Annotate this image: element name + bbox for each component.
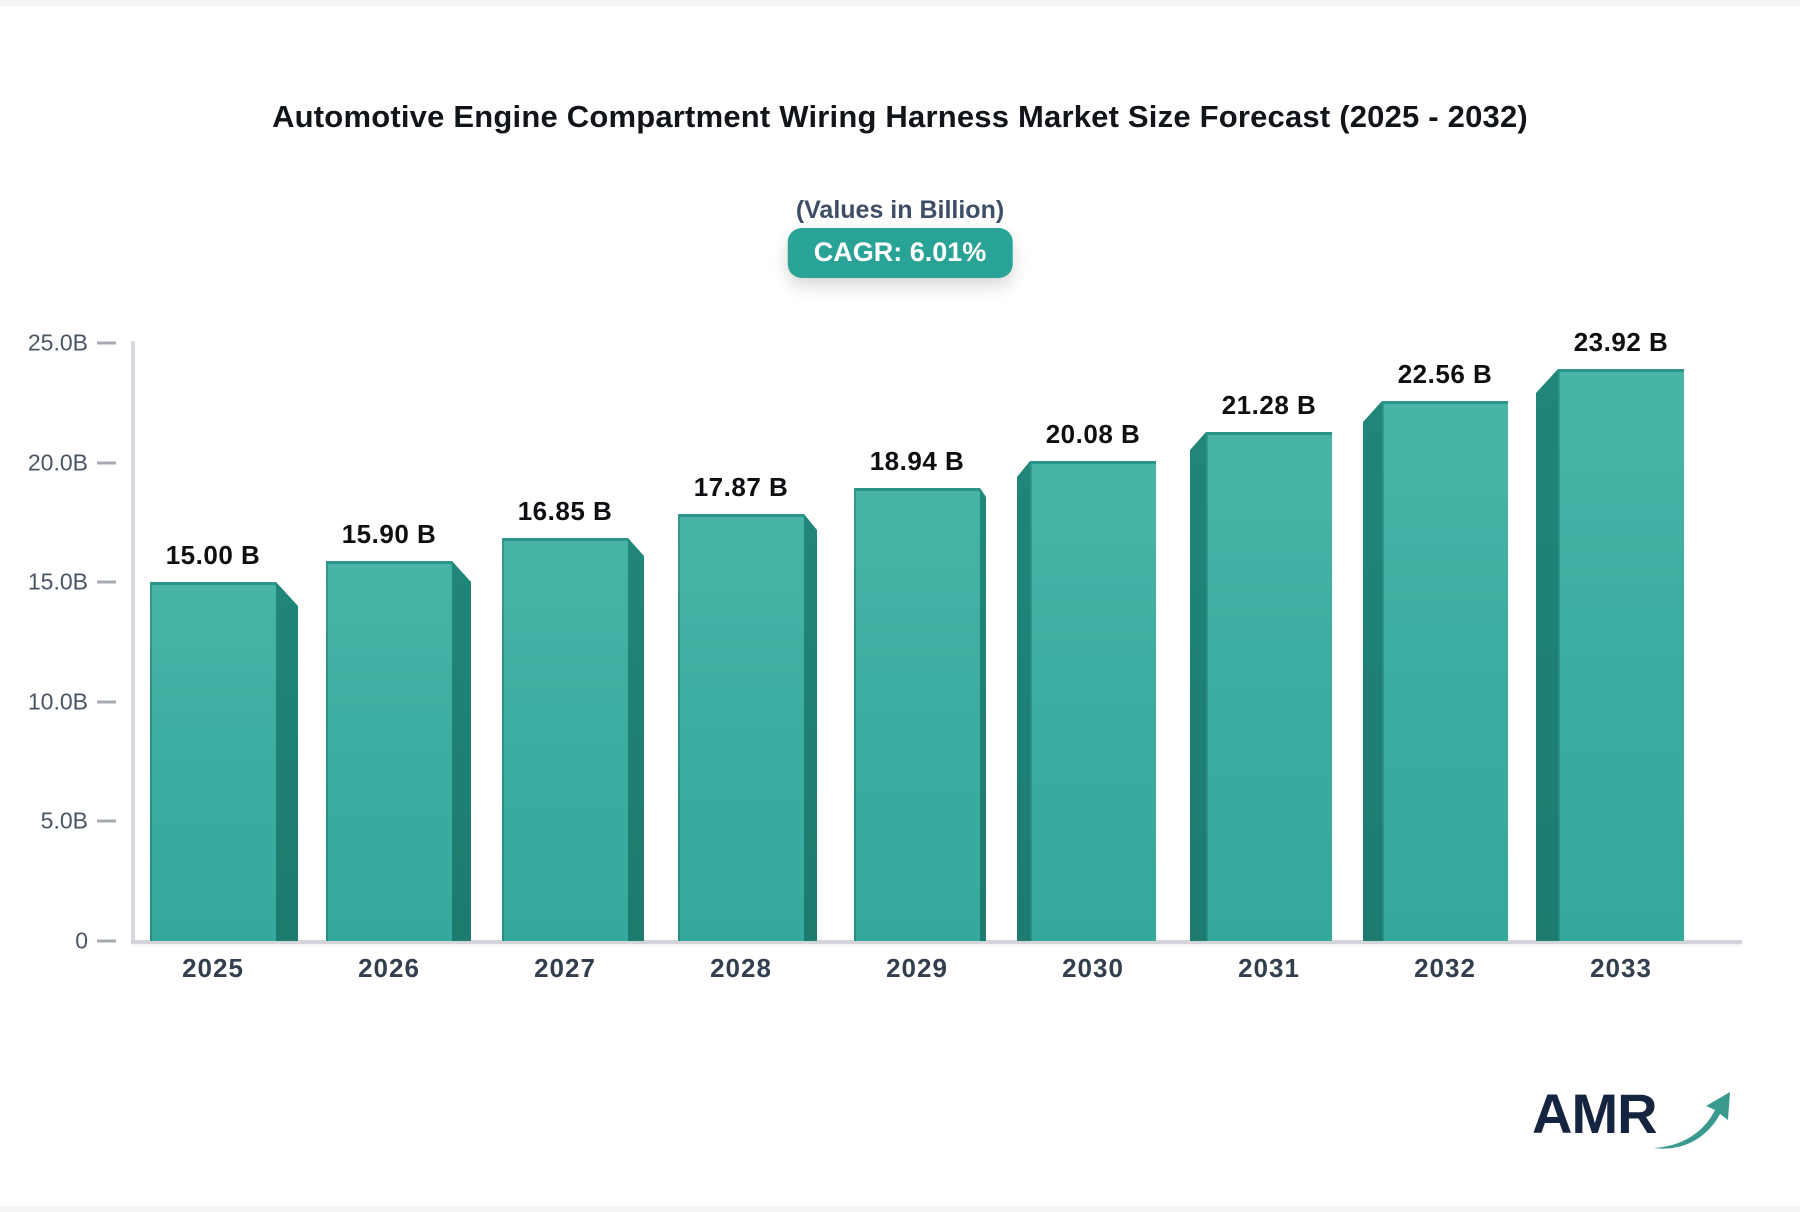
bar-front-face xyxy=(150,582,276,941)
bar-2028 xyxy=(678,514,817,941)
x-axis-category-label: 2031 xyxy=(1238,953,1300,983)
x-axis-category-label: 2030 xyxy=(1062,953,1124,983)
bar-2027 xyxy=(502,538,644,941)
bar-side-face xyxy=(1363,401,1382,941)
bar-value-label: 23.92 B xyxy=(1573,327,1669,357)
bar-front-face xyxy=(1382,401,1508,941)
bar-value-label: 15.00 B xyxy=(165,540,261,570)
bar-front-face xyxy=(1206,432,1332,941)
cagr-badge-label: CAGR: 6.01% xyxy=(813,237,987,267)
bar-value-label: 21.28 B xyxy=(1221,390,1317,420)
bar-side-face xyxy=(1536,369,1558,941)
bar-side-face xyxy=(980,488,986,941)
bar-value-label: 15.90 B xyxy=(341,519,437,549)
x-axis-category-label: 2028 xyxy=(710,953,772,983)
bar-value-label: 18.94 B xyxy=(869,446,965,476)
chart-title: Automotive Engine Compartment Wiring Har… xyxy=(272,99,1528,134)
cagr-badge: CAGR: 6.01% xyxy=(787,228,1013,278)
bar-side-face xyxy=(628,538,644,941)
bar-front-face xyxy=(502,538,628,941)
growth-arrow-icon xyxy=(1651,1088,1733,1157)
bar-2032 xyxy=(1363,401,1508,941)
x-axis-line xyxy=(131,940,1742,944)
bar-2026 xyxy=(326,561,471,941)
y-axis-tick-label: 15.0B xyxy=(27,568,88,595)
x-axis-category-label: 2026 xyxy=(358,953,420,983)
bar-front-face xyxy=(678,514,804,941)
bar-2031 xyxy=(1190,432,1332,941)
bar-front-face xyxy=(326,561,452,941)
y-axis-tick-mark xyxy=(97,819,116,823)
y-axis-tick-label: 5.0B xyxy=(40,807,88,834)
y-axis-tick-label: 0 xyxy=(75,927,88,954)
bar-front-face xyxy=(1558,369,1684,941)
bar-side-face xyxy=(1190,432,1206,941)
bar-value-label: 22.56 B xyxy=(1397,359,1493,389)
bar-side-face xyxy=(452,561,471,941)
bar-2033 xyxy=(1536,369,1684,941)
y-axis-line xyxy=(131,341,135,944)
y-axis-tick-mark xyxy=(97,341,116,345)
amr-logo: AMR xyxy=(1532,1086,1733,1157)
bar-2025 xyxy=(150,582,298,941)
chart-subtitle: (Values in Billion) xyxy=(795,196,1005,224)
y-axis-tick-mark xyxy=(97,580,116,584)
y-axis-tick-label: 10.0B xyxy=(27,688,88,715)
x-axis-category-label: 2033 xyxy=(1590,953,1652,983)
x-axis-category-label: 2029 xyxy=(886,953,948,983)
y-axis-tick-mark xyxy=(97,461,116,465)
bar-side-face xyxy=(276,582,298,941)
bar-front-face xyxy=(854,488,980,941)
bar-value-label: 17.87 B xyxy=(693,472,789,502)
bar-front-face xyxy=(1030,461,1156,941)
bar-value-label: 16.85 B xyxy=(517,496,613,526)
y-axis-tick-label: 20.0B xyxy=(27,449,88,476)
y-axis-tick-label: 25.0B xyxy=(27,329,88,356)
bar-value-label: 20.08 B xyxy=(1045,419,1141,449)
y-axis-tick-mark xyxy=(97,700,116,704)
x-axis-category-label: 2032 xyxy=(1414,953,1476,983)
bar-side-face xyxy=(804,514,817,941)
y-axis-tick-mark xyxy=(97,939,116,943)
bar-2029 xyxy=(854,488,986,941)
x-axis-category-label: 2027 xyxy=(534,953,596,983)
amr-logo-text: AMR xyxy=(1532,1082,1658,1145)
bar-side-face xyxy=(1017,461,1030,941)
x-axis-category-label: 2025 xyxy=(182,953,244,983)
bar-2030 xyxy=(1017,461,1156,941)
